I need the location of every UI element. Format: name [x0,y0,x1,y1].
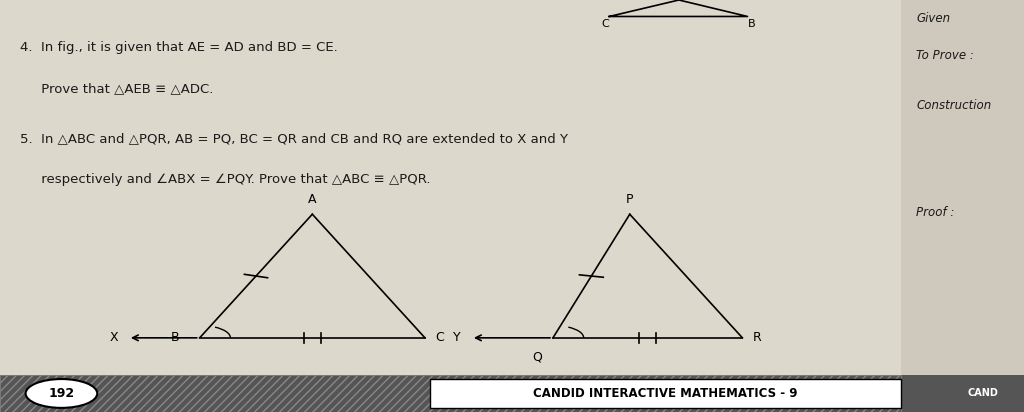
Circle shape [26,379,97,408]
Text: X: X [110,331,118,344]
Text: Construction: Construction [916,99,991,112]
Text: 5.  In △ABC and △PQR, AB = PQ, BC = QR and CB and RQ are extended to X and Y: 5. In △ABC and △PQR, AB = PQ, BC = QR an… [20,132,568,145]
Text: CANDID INTERACTIVE MATHEMATICS - 9: CANDID INTERACTIVE MATHEMATICS - 9 [534,387,798,400]
Bar [901,0,1024,412]
Text: Y: Y [454,331,461,344]
Bar [430,379,901,408]
Text: A: A [308,193,316,206]
Text: P: P [626,193,634,206]
Text: B: B [748,19,755,28]
Text: C: C [435,331,444,344]
Text: respectively and ∠ABX = ∠PQY. Prove that △ABC ≡ △PQR.: respectively and ∠ABX = ∠PQY. Prove that… [20,173,431,186]
Text: 4.  In fig., it is given that AE = AD and BD = CE.: 4. In fig., it is given that AE = AD and… [20,41,338,54]
Text: B: B [171,331,179,344]
Text: Prove that △AEB ≡ △ADC.: Prove that △AEB ≡ △ADC. [20,82,214,96]
Bar [0,375,1024,412]
Text: Q: Q [532,350,543,363]
Bar [0,0,901,412]
Text: CAND: CAND [968,389,998,398]
Text: R: R [753,331,762,344]
Text: To Prove :: To Prove : [916,49,975,63]
Text: Given: Given [916,12,950,26]
Bar [0,375,901,412]
Text: Proof :: Proof : [916,206,954,219]
Text: 192: 192 [48,387,75,400]
Text: C: C [601,19,609,28]
